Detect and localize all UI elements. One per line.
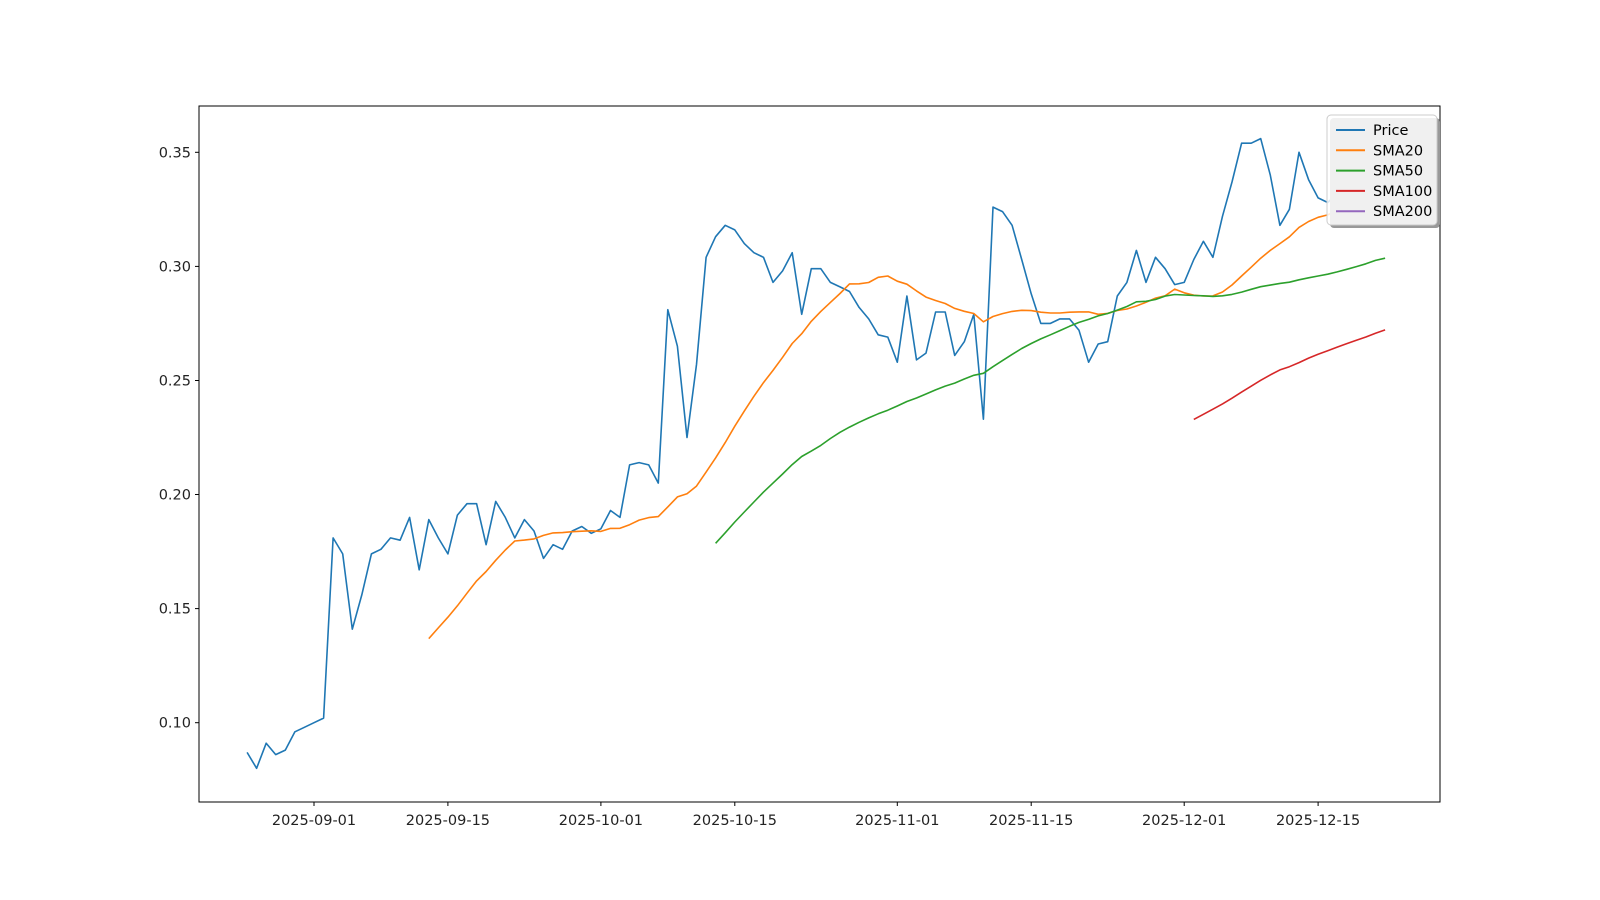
- legend-label: SMA20: [1373, 143, 1423, 159]
- x-tick-label: 2025-09-01: [272, 813, 356, 829]
- y-tick-label: 0.20: [159, 488, 191, 504]
- x-tick-label: 2025-11-01: [855, 813, 939, 829]
- legend-label: SMA200: [1373, 204, 1432, 220]
- x-tick-label: 2025-10-15: [693, 813, 777, 829]
- sma50-line: [715, 257, 1386, 544]
- legend-label: SMA100: [1373, 184, 1432, 200]
- x-tick-label: 2025-12-01: [1142, 813, 1226, 829]
- x-tick-label: 2025-10-01: [559, 813, 643, 829]
- y-tick-label: 0.10: [159, 716, 191, 732]
- x-axis: 2025-09-01 2025-09-15 2025-10-01 2025-10-15…: [272, 802, 1360, 829]
- legend-label: SMA50: [1373, 164, 1423, 180]
- price-line: [246, 137, 1386, 770]
- y-axis: 0.35 0.30 0.25 0.20 0.15 0.10: [159, 145, 199, 732]
- legend-item-price: Price: [1336, 123, 1408, 139]
- x-tick-label: 2025-09-15: [406, 813, 490, 829]
- legend-item-sma100: SMA100: [1336, 184, 1432, 200]
- axes-frame: [198, 105, 1441, 803]
- x-tick-label: 2025-12-15: [1276, 813, 1360, 829]
- legend-frame: [1326, 114, 1438, 226]
- legend-item-sma200: SMA200: [1336, 204, 1432, 220]
- y-tick-label: 0.15: [159, 602, 191, 618]
- sma20-line: [428, 190, 1386, 640]
- legend: Price SMA20 SMA50 SMA100 SMA200: [1326, 114, 1440, 228]
- y-tick-label: 0.25: [159, 374, 191, 390]
- x-tick-label: 2025-11-15: [989, 813, 1073, 829]
- legend-label: Price: [1373, 123, 1408, 139]
- y-tick-label: 0.30: [159, 259, 191, 275]
- legend-item-sma50: SMA50: [1336, 164, 1423, 180]
- y-tick-label: 0.35: [159, 145, 191, 161]
- legend-item-sma20: SMA20: [1336, 143, 1423, 159]
- plot-lines: [246, 137, 1386, 770]
- sma100-line: [1193, 329, 1386, 421]
